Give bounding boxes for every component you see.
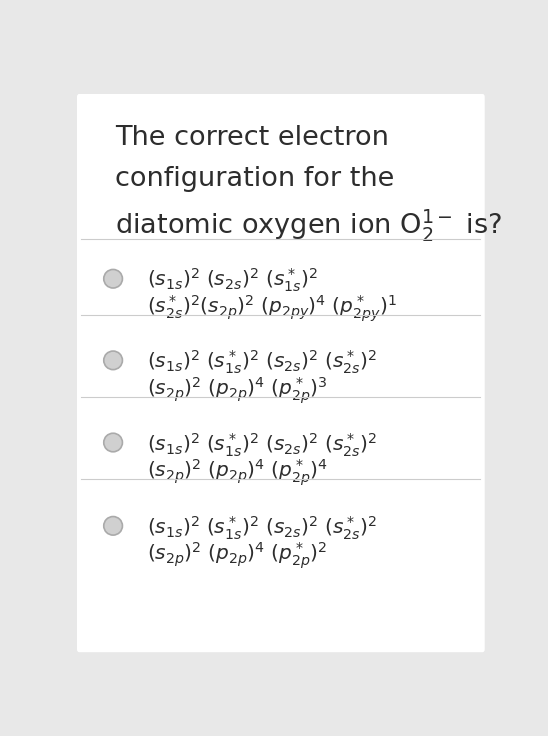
Text: $(s_{2p})^2$ $(p_{2p})^4$ $(p^*_{2p})^2$: $(s_{2p})^2$ $(p_{2p})^4$ $(p^*_{2p})^2$ bbox=[147, 540, 328, 571]
Text: diatomic oxygen ion $\mathregular{O_2^{1-}}$ is?: diatomic oxygen ion $\mathregular{O_2^{1… bbox=[115, 207, 503, 243]
Text: $(s_{1s})^2$ $(s^*_{1s})^2$ $(s_{2s})^2$ $(s^*_{2s})^2$: $(s_{1s})^2$ $(s^*_{1s})^2$ $(s_{2s})^2$… bbox=[147, 514, 377, 542]
Text: $(s_{1s})^2$ $(s^*_{1s})^2$ $(s_{2s})^2$ $(s^*_{2s})^2$: $(s_{1s})^2$ $(s^*_{1s})^2$ $(s_{2s})^2$… bbox=[147, 349, 377, 376]
Ellipse shape bbox=[104, 351, 122, 369]
Text: $(s^*_{2s})^2$$(s_{2p})^2$ $( p_{2py} )^4$ $(p^*_{2py})^1$: $(s^*_{2s})^2$$(s_{2p})^2$ $( p_{2py} )^… bbox=[147, 294, 397, 324]
Ellipse shape bbox=[104, 434, 122, 452]
Text: $(s_{1s})^2$ $(s_{2s})^2$ $(s^*_{1s})^2$: $(s_{1s})^2$ $(s_{2s})^2$ $(s^*_{1s})^2$ bbox=[147, 267, 318, 294]
Text: $(s_{2p})^2$ $(p_{2p})^4$ $(p^*_{2p})^4$: $(s_{2p})^2$ $(p_{2p})^4$ $(p^*_{2p})^4$ bbox=[147, 457, 328, 488]
Ellipse shape bbox=[104, 269, 122, 288]
FancyBboxPatch shape bbox=[77, 94, 484, 652]
Text: The correct electron: The correct electron bbox=[115, 125, 389, 151]
Text: $(s_{2p})^2$ $(p_{2p})^4$ $(p^*_{2p})^3$: $(s_{2p})^2$ $(p_{2p})^4$ $(p^*_{2p})^3$ bbox=[147, 375, 328, 406]
Ellipse shape bbox=[104, 517, 122, 535]
Text: $(s_{1s})^2$ $(s^*_{1s})^2$ $(s_{2s})^2$ $(s^*_{2s})^2$: $(s_{1s})^2$ $(s^*_{1s})^2$ $(s_{2s})^2$… bbox=[147, 431, 377, 459]
Text: configuration for the: configuration for the bbox=[115, 166, 395, 192]
